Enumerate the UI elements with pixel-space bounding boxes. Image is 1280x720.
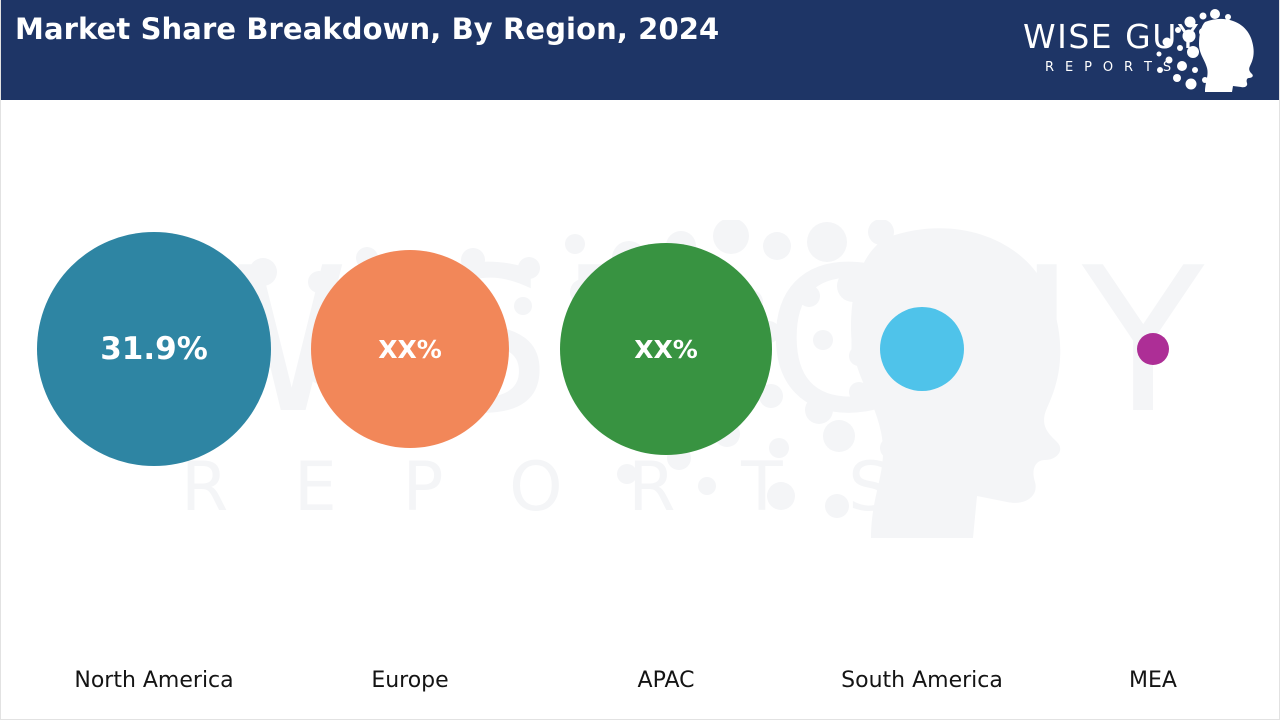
category-label-mea: MEA [1129,668,1177,693]
bubble-value-label: XX% [378,334,442,364]
wiseguy-reports-logo: WISE GUY R E P O R T S [1023,9,1254,92]
bubble-value-label: XX% [634,334,698,364]
bubble-value-label: 31.9% [100,330,208,367]
bubble-north-america[interactable]: 31.9% [37,232,271,466]
bubble-europe[interactable]: XX% [311,250,509,448]
category-label-north-america: North America [74,668,234,693]
bubble-apac[interactable]: XX% [560,243,772,455]
logo-wordmark-primary: WISE GUY [1023,17,1200,56]
logo-wordmark-secondary: R E P O R T S [1045,60,1175,75]
bubble-south-america[interactable] [880,307,964,391]
category-label-south-america: South America [841,668,1003,693]
chart-plot-area: WISE GUY R E P O R T S [1,100,1279,719]
category-label-europe: Europe [371,668,449,693]
header-bar: Market Share Breakdown, By Region, 2024 … [1,0,1279,100]
category-label-apac: APAC [637,668,695,693]
watermark-wordmark-secondary: R E P O R T S [181,448,913,527]
page-title: Market Share Breakdown, By Region, 2024 [15,12,720,46]
bubble-mea[interactable] [1137,333,1169,365]
head-profile-dots-icon [1156,9,1254,92]
